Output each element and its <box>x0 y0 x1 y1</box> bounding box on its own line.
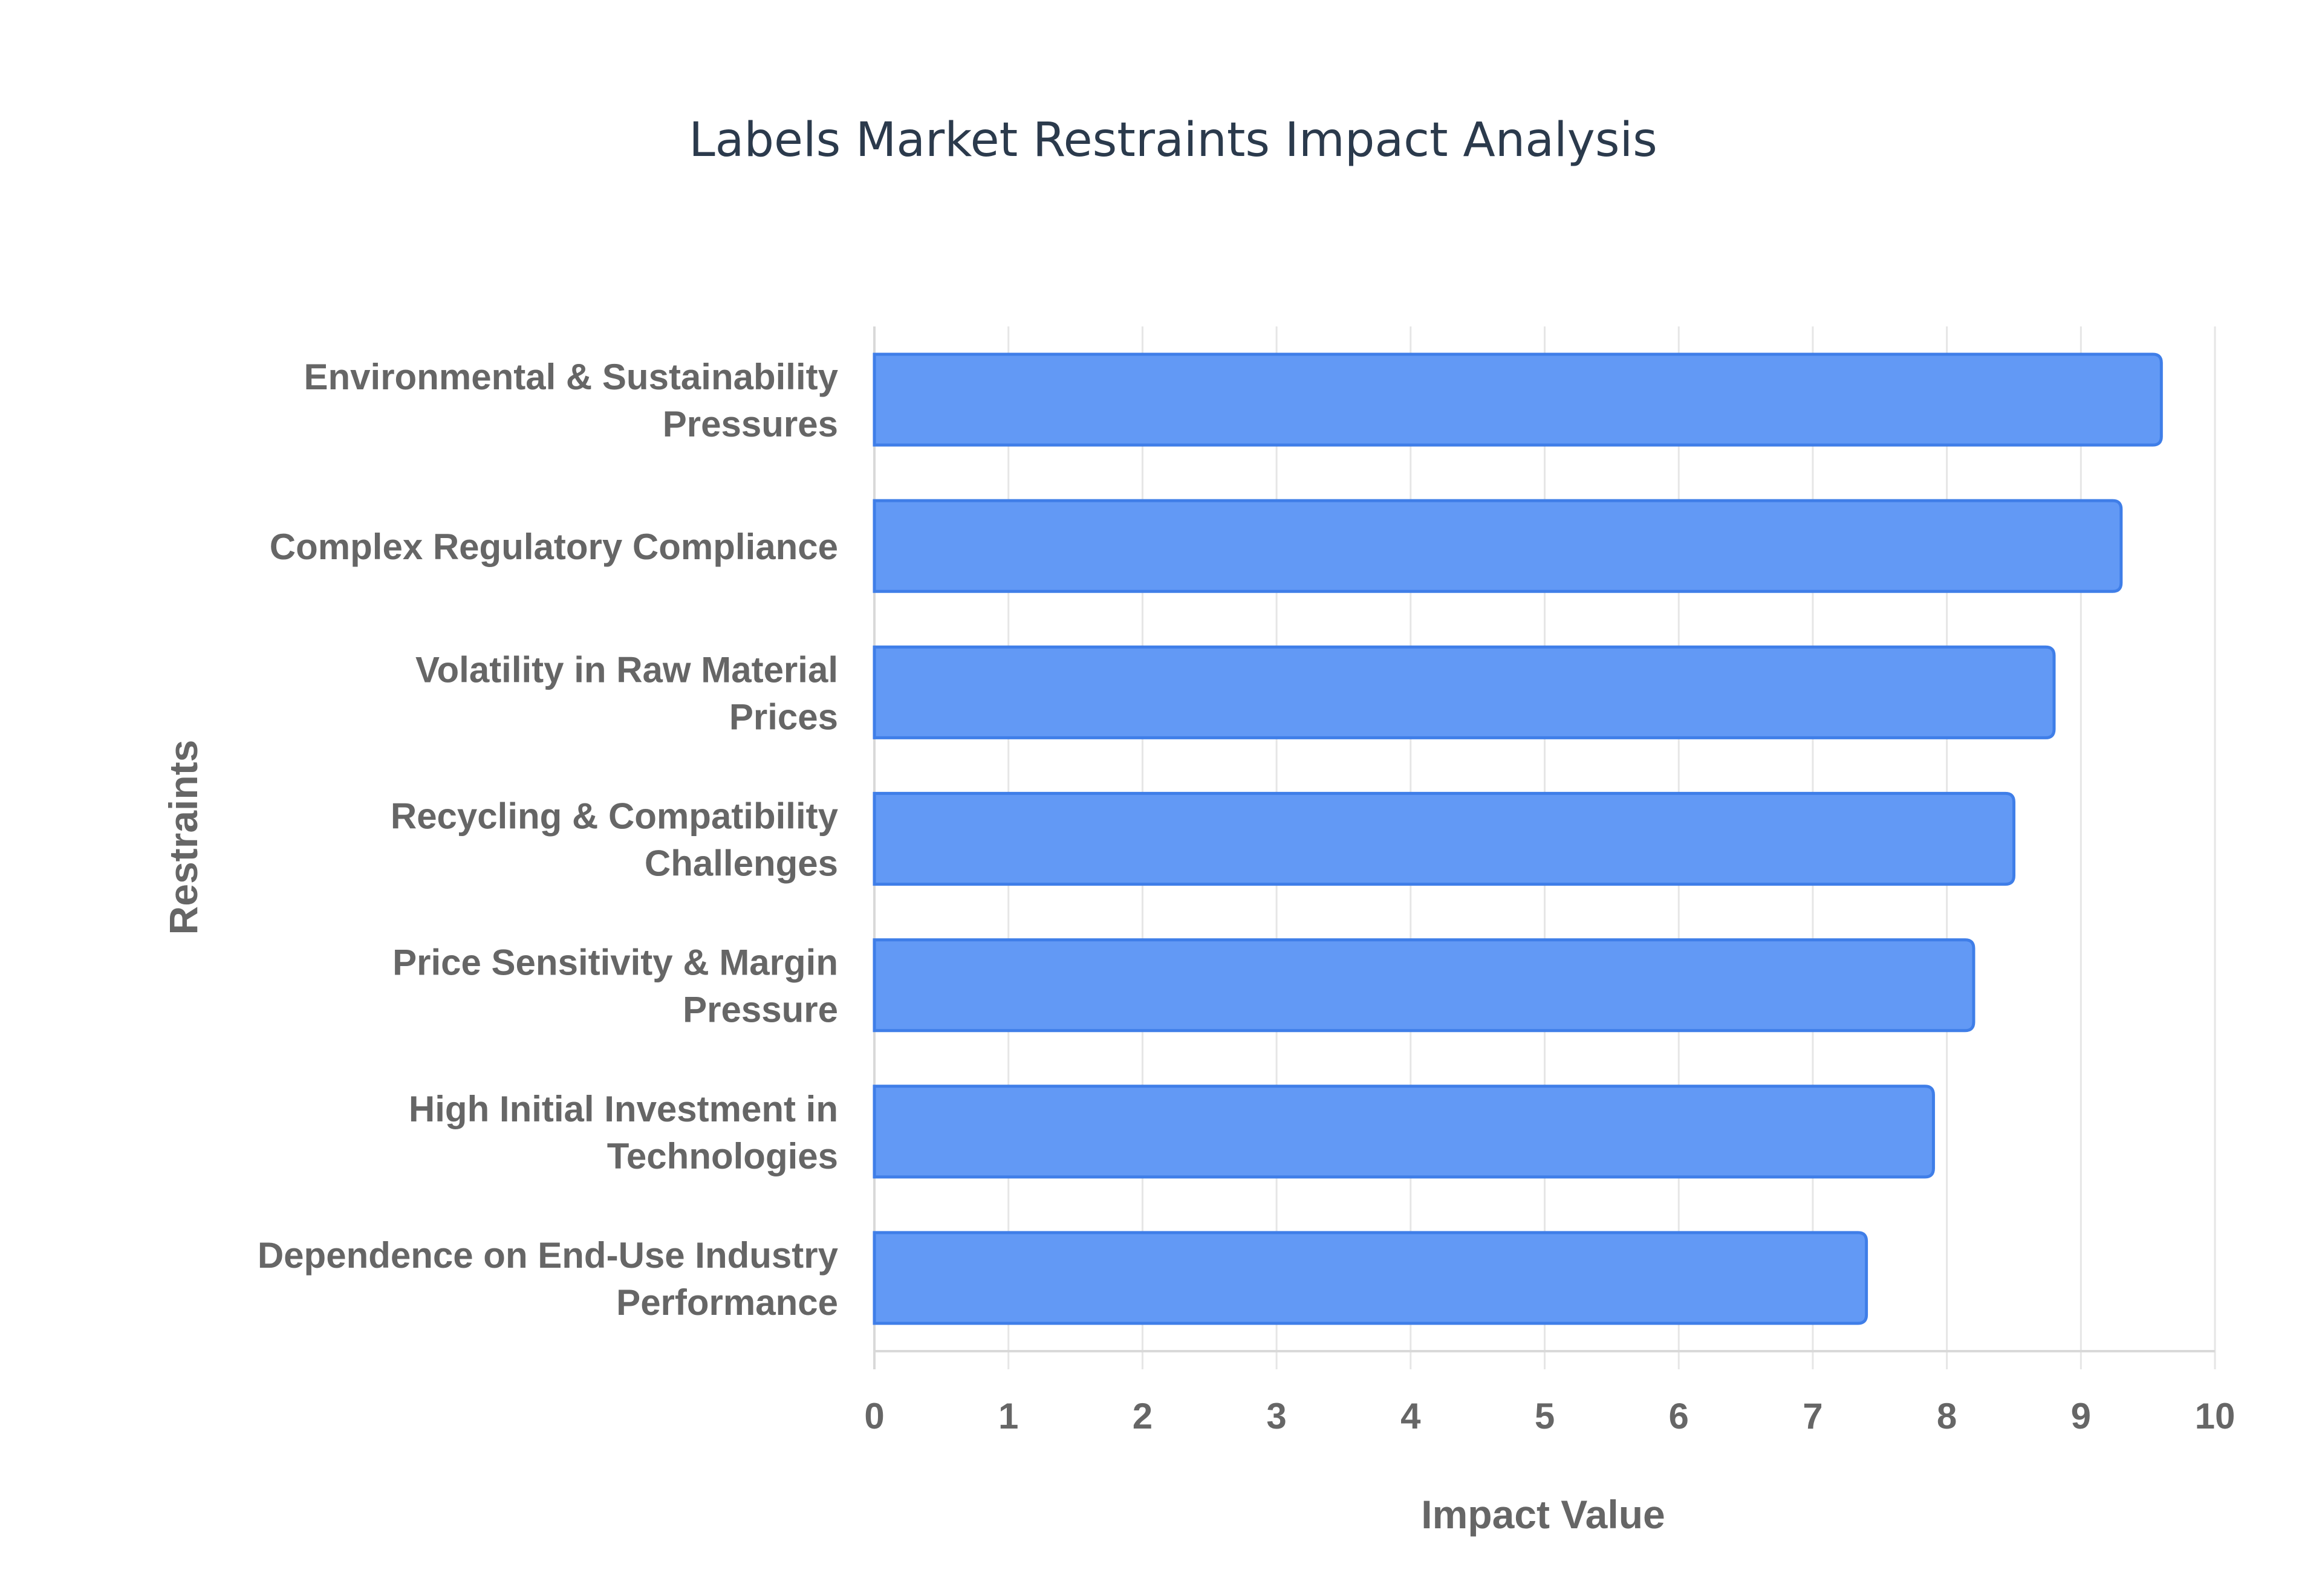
bar <box>873 791 2015 886</box>
x-tick-label: 1 <box>998 1396 1018 1436</box>
category-labels: Environmental & Sustainability Pressures C… <box>258 357 839 1323</box>
category-label: High Initial Investment in Technologies <box>409 1089 838 1176</box>
category-label: Price Sensitivity & Margin Pressure <box>392 942 838 1030</box>
bar <box>873 352 2163 447</box>
x-tick-label: 6 <box>1669 1396 1689 1436</box>
bars <box>873 352 2163 1325</box>
category-label: Environmental & Sustainability Pressures <box>304 357 838 444</box>
x-tick-label: 5 <box>1535 1396 1555 1436</box>
x-tick-label: 0 <box>864 1396 884 1436</box>
category-label: Volatility in Raw Material Prices <box>415 649 838 737</box>
bar <box>873 1231 1868 1325</box>
y-axis-title: Restraints <box>161 740 206 935</box>
x-tick-label: 7 <box>1803 1396 1823 1436</box>
x-tick-label: 10 <box>2195 1396 2236 1436</box>
x-axis-title: Impact Value <box>1421 1492 1665 1537</box>
x-tick-label: 9 <box>2071 1396 2091 1436</box>
x-tick-label: 3 <box>1266 1396 1286 1436</box>
x-tick-label: 8 <box>1937 1396 1957 1436</box>
bar <box>873 1085 1935 1179</box>
category-label: Complex Regulatory Compliance <box>270 527 838 567</box>
category-label: Recycling & Compatibility Challenges <box>391 796 839 884</box>
category-label: Dependence on End-Use Industry Performanc… <box>258 1235 839 1323</box>
x-tick-label: 4 <box>1400 1396 1421 1436</box>
bar <box>873 645 2056 739</box>
bar <box>873 499 2123 593</box>
x-tick-labels: 0 1 2 3 4 5 6 7 8 9 10 <box>864 1396 2235 1436</box>
x-tick-label: 2 <box>1133 1396 1153 1436</box>
bar <box>873 938 1976 1033</box>
chart-title: Labels Market Restraints Impact Analysis <box>689 113 1657 167</box>
